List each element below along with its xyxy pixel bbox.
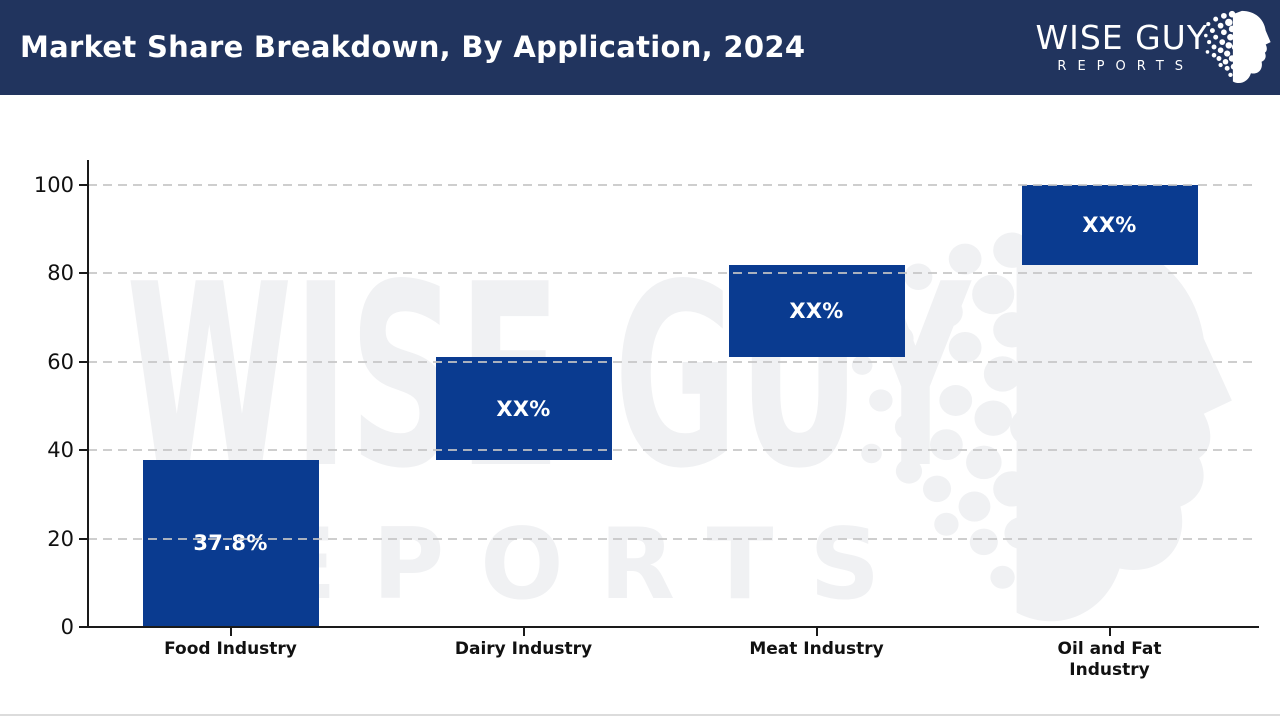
y-tick-label-20: 20 [47, 526, 74, 551]
x-tick-mark-dairy-industry [522, 628, 525, 636]
y-tick-label-60: 60 [47, 349, 74, 374]
bar-dairy-industry: XX% [435, 357, 612, 460]
y-tick-mark-20 [79, 537, 87, 540]
logo-wordmark: WISE GUY REPORTS [1035, 18, 1208, 75]
logo-wiseguy-text: WISE GUY [1035, 18, 1208, 57]
y-tick-label-0: 0 [60, 615, 74, 639]
bottom-divider [0, 714, 1280, 716]
y-axis-line [87, 160, 89, 628]
bar-food-industry: 37.8% [142, 459, 319, 627]
y-tick-mark-60 [79, 360, 87, 363]
x-category-label-food-industry: Food Industry [164, 639, 297, 659]
bar-value-label-oil-and-fat-industry: XX% [1082, 212, 1137, 237]
y-tick-mark-100 [79, 184, 87, 186]
logo-head-icon [1204, 10, 1271, 84]
x-category-label-dairy-industry: Dairy Industry [454, 639, 593, 659]
chart-title: Market Share Breakdown, By Application, … [20, 30, 806, 64]
y-tick-label-40: 40 [47, 438, 74, 463]
y-tick-label-80: 80 [47, 261, 74, 286]
bar-value-label-meat-industry: XX% [789, 298, 844, 323]
bar-value-label-food-industry: 37.8% [193, 531, 268, 556]
y-tick-mark-0 [79, 626, 87, 628]
wiseguy-reports-logo: WISE GUY REPORTS [1010, 4, 1271, 92]
bar-meat-industry: XX% [728, 264, 905, 358]
y-tick-mark-40 [79, 449, 87, 452]
gridline-80 [88, 272, 1258, 275]
x-axis-line [87, 626, 1259, 628]
gridline-60 [88, 360, 1258, 363]
bar-value-label-dairy-industry: XX% [496, 396, 551, 421]
x-tick-mark-food-industry [229, 628, 232, 636]
x-tick-mark-oil-and-fat-industry [1108, 628, 1111, 636]
header-bar: Market Share Breakdown, By Application, … [0, 0, 1280, 95]
y-tick-label-100: 100 [33, 173, 74, 197]
x-category-label-meat-industry: Meat Industry [749, 639, 884, 659]
gridline-100 [88, 184, 1258, 186]
x-tick-mark-meat-industry [815, 628, 818, 636]
gridline-40 [88, 449, 1258, 452]
x-category-label-oil-and-fat-industry: Oil and Fat Industry [1057, 639, 1162, 680]
logo-reports-text: REPORTS [1057, 59, 1195, 74]
y-tick-mark-80 [79, 272, 87, 275]
bar-oil-and-fat-industry: XX% [1021, 185, 1198, 265]
gridline-20 [88, 537, 1258, 540]
